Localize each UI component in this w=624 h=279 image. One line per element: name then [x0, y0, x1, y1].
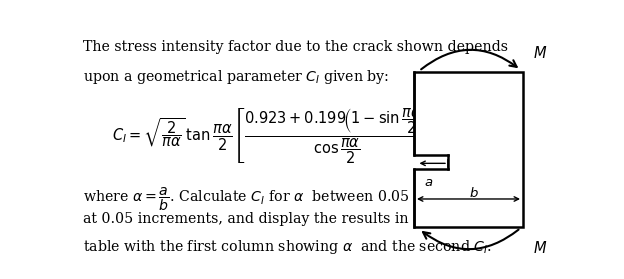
Text: $b$: $b$	[469, 186, 479, 200]
Text: table with the first column showing $\alpha$  and the second $C_I$.: table with the first column showing $\al…	[83, 238, 492, 256]
Text: $C_I = \sqrt{\dfrac{2}{\pi\alpha}}\,\tan\dfrac{\pi\alpha}{2}\left[\dfrac{0.923 +: $C_I = \sqrt{\dfrac{2}{\pi\alpha}}\,\tan…	[112, 107, 439, 166]
Text: $M$: $M$	[533, 240, 547, 256]
Text: where $\alpha = \dfrac{a}{b}$. Calculate $C_I$ for $\alpha$  between 0.05 and 0.: where $\alpha = \dfrac{a}{b}$. Calculate…	[83, 186, 476, 213]
Text: upon a geometrical parameter $C_I$ given by:: upon a geometrical parameter $C_I$ given…	[83, 68, 389, 86]
Text: The stress intensity factor due to the crack shown depends: The stress intensity factor due to the c…	[83, 40, 508, 54]
Text: $a$: $a$	[424, 176, 434, 189]
Text: $M$: $M$	[533, 45, 547, 61]
Text: at 0.05 increments, and display the results in a two-column: at 0.05 increments, and display the resu…	[83, 212, 510, 226]
Bar	[413, 155, 448, 169]
Bar	[414, 72, 523, 227]
